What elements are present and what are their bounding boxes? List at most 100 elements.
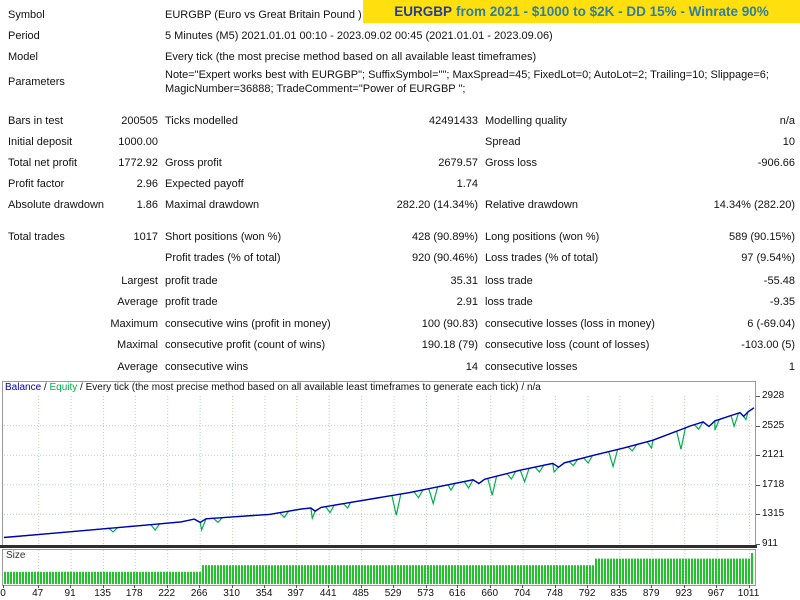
- size-bar: [646, 558, 648, 584]
- x-axis-tick: [134, 585, 136, 588]
- x-axis-label: 835: [610, 588, 628, 599]
- size-bar: [583, 565, 585, 584]
- size-bar: [451, 565, 453, 584]
- size-bar: [682, 558, 684, 584]
- header-label: Model: [0, 50, 800, 66]
- size-bar: [88, 571, 90, 584]
- size-bar: [190, 571, 192, 584]
- size-bar: [241, 565, 243, 584]
- stat-label: loss trade: [485, 275, 533, 287]
- stat-row: Initial deposit 1000.00 Spread 10: [0, 135, 800, 151]
- size-bar: [172, 571, 174, 584]
- size-bar: [232, 565, 234, 584]
- size-bar: [697, 558, 699, 584]
- size-bar: [136, 571, 138, 584]
- stat-value: 282.20 (14.34%): [396, 199, 478, 211]
- x-axis-tick: [70, 585, 72, 588]
- balance-equity-plot: [3, 396, 755, 544]
- size-bar: [634, 558, 636, 584]
- size-bar: [280, 565, 282, 584]
- stat-value: 14.34% (282.20): [713, 199, 795, 211]
- size-bar: [676, 558, 678, 584]
- size-bar: [574, 565, 576, 584]
- stat-label: Total net profit: [8, 157, 78, 169]
- legend-equity: Equity: [49, 382, 78, 393]
- size-bar: [211, 565, 213, 584]
- size-bar: [292, 565, 294, 584]
- size-bar: [427, 565, 429, 584]
- size-bar: [145, 571, 147, 584]
- x-axis-label: 967: [707, 588, 725, 599]
- x-axis-label: 310: [223, 588, 240, 599]
- size-bar: [16, 571, 18, 584]
- stat-value: 589 (90.15%): [728, 231, 795, 243]
- size-bar: [514, 565, 516, 584]
- size-bar: [109, 571, 111, 584]
- size-bar: [67, 571, 69, 584]
- size-bar: [496, 565, 498, 584]
- size-bar: [160, 571, 162, 584]
- y-axis-tick: [756, 455, 760, 457]
- size-bar: [673, 558, 675, 584]
- size-bar: [589, 565, 591, 584]
- size-bar: [226, 565, 228, 584]
- size-bar: [601, 558, 603, 584]
- size-bar: [379, 565, 381, 584]
- x-axis-tick: [748, 585, 750, 588]
- stat-value: 2679.57: [438, 157, 478, 169]
- size-bar: [637, 558, 639, 584]
- stat-row: Profit factor 2.96 Expected payoff 1.74: [0, 177, 800, 193]
- x-axis-label: 879: [642, 588, 660, 599]
- x-axis-tick: [37, 585, 39, 588]
- size-bar: [679, 558, 681, 584]
- header-value: MagicNumber=36888; TradeComment="Power o…: [0, 82, 800, 98]
- x-axis-tick: [360, 585, 362, 588]
- size-bar: [124, 571, 126, 584]
- size-bar: [535, 565, 537, 584]
- size-bar: [367, 565, 369, 584]
- size-bar: [424, 565, 426, 584]
- stat-label: Profit trades (% of total): [165, 252, 281, 264]
- header-value-text: Every tick (the most precise method base…: [165, 51, 537, 63]
- y-axis-label: 2525: [762, 419, 785, 431]
- stat-value: 1.74: [456, 178, 478, 190]
- y-axis-tick: [756, 425, 760, 427]
- size-bar: [691, 558, 693, 584]
- size-bar: [469, 565, 471, 584]
- size-bar: [259, 565, 261, 584]
- stat-value: 35.31: [450, 275, 478, 287]
- size-bar: [400, 565, 402, 584]
- size-bar: [415, 565, 417, 584]
- stat-label: consecutive losses (loss in money): [485, 318, 655, 330]
- y-axis-tick: [756, 544, 760, 545]
- size-bar: [439, 565, 441, 584]
- size-bar: [271, 565, 273, 584]
- stat-label: consecutive losses: [485, 361, 578, 373]
- stat-label: loss trade: [485, 296, 533, 308]
- size-bar: [199, 571, 201, 584]
- stat-row: Bars in test 200505 Ticks modelled 42491433…: [0, 114, 800, 130]
- size-bar: [13, 571, 15, 584]
- size-bar: [487, 565, 489, 584]
- size-bar: [85, 571, 87, 584]
- stat-label: Spread: [485, 136, 521, 148]
- size-bar: [736, 558, 738, 584]
- stat-value: Average: [117, 296, 158, 308]
- size-bar: [49, 571, 51, 584]
- header-label-text: Symbol: [8, 9, 45, 21]
- size-bar: [100, 571, 102, 584]
- stat-value: Maximal: [117, 339, 158, 351]
- size-bar: [541, 565, 543, 584]
- size-bar: [406, 565, 408, 584]
- size-bar: [79, 571, 81, 584]
- stat-label: Profit factor: [8, 178, 65, 190]
- size-bar: [40, 571, 42, 584]
- size-bar: [388, 565, 390, 584]
- x-axis-tick: [554, 585, 556, 588]
- size-bar: [454, 565, 456, 584]
- size-bar: [121, 571, 123, 584]
- size-bar: [607, 558, 609, 584]
- size-bar: [34, 571, 36, 584]
- size-bar: [613, 558, 615, 584]
